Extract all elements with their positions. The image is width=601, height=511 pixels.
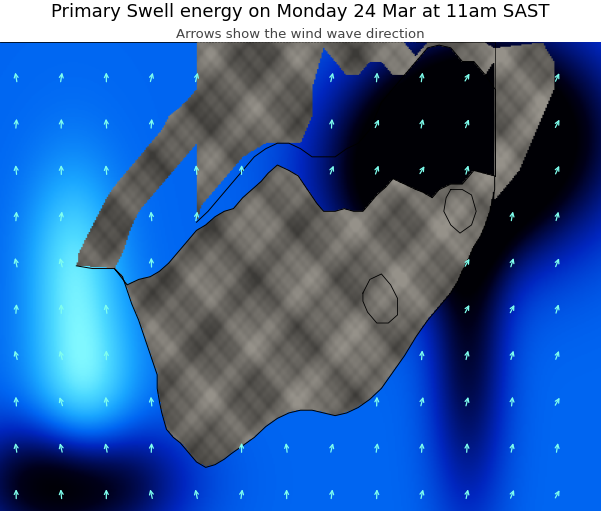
Text: Primary Swell energy on Monday 24 Mar at 11am SAST: Primary Swell energy on Monday 24 Mar at… xyxy=(51,3,550,21)
Text: Arrows show the wind wave direction: Arrows show the wind wave direction xyxy=(176,28,425,41)
